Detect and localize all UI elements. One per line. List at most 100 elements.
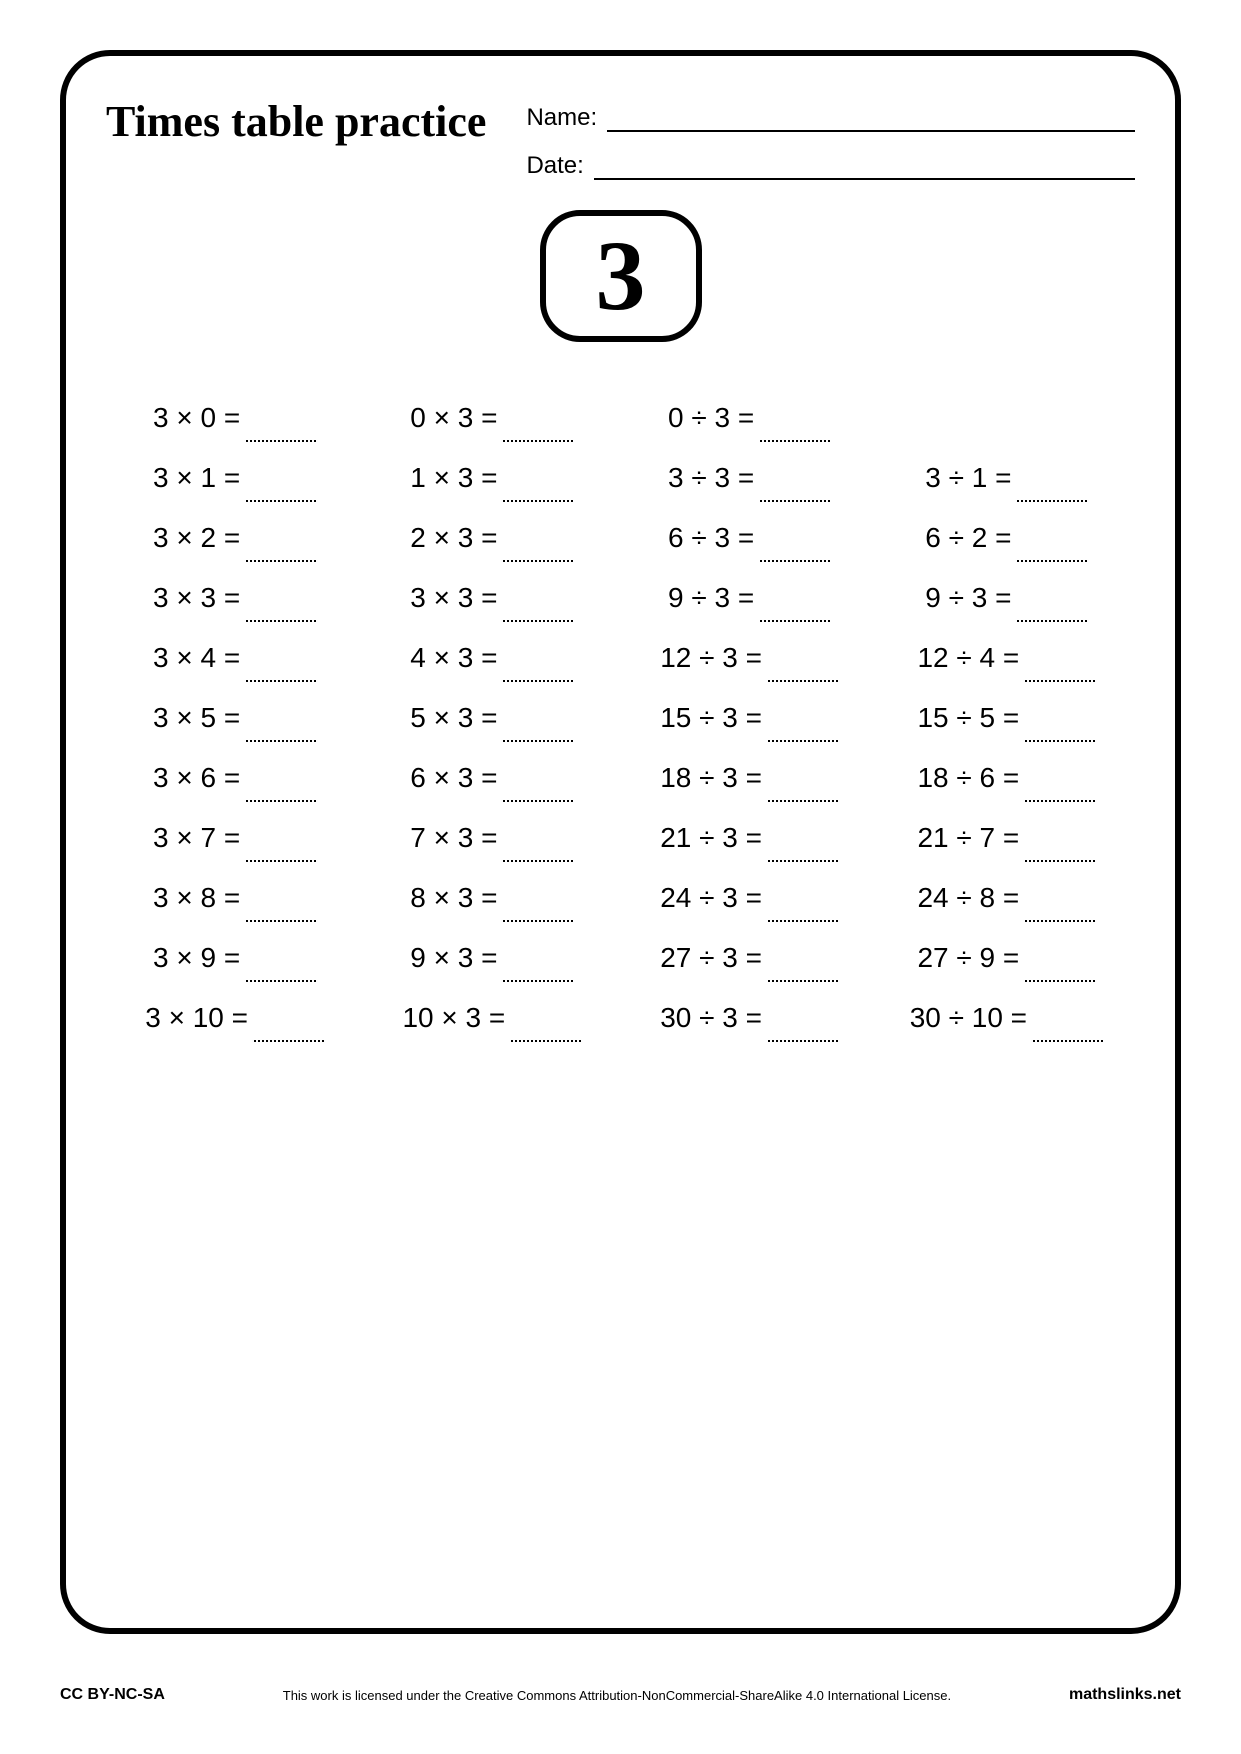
answer-blank[interactable] [768,858,838,862]
date-field[interactable] [594,156,1135,180]
answer-blank[interactable] [511,1038,581,1042]
answer-blank[interactable] [246,798,316,802]
answer-blank[interactable] [503,438,573,442]
answer-blank[interactable] [768,678,838,682]
site-link: mathslinks.net [1069,1686,1181,1704]
answer-blank[interactable] [246,978,316,982]
problems-grid: 3 × 0 =0 × 3 =0 ÷ 3 =3 × 1 =1 × 3 =3 ÷ 3… [106,402,1135,1034]
answer-blank[interactable] [503,498,573,502]
problem-expression: 3 × 1 = [153,462,246,494]
answer-blank[interactable] [1033,1038,1103,1042]
problem-cell: 3 ÷ 1 = [888,462,1125,494]
answer-blank[interactable] [503,798,573,802]
problem-expression: 12 ÷ 4 = [917,642,1025,674]
answer-blank[interactable] [1025,678,1095,682]
answer-blank[interactable] [503,558,573,562]
answer-blank[interactable] [760,498,830,502]
problem-cell: 3 ÷ 3 = [631,462,868,494]
problem-expression: 27 ÷ 9 = [917,942,1025,974]
problem-cell: 15 ÷ 3 = [631,702,868,734]
answer-blank[interactable] [246,438,316,442]
answer-blank[interactable] [768,738,838,742]
problem-cell: 6 ÷ 3 = [631,522,868,554]
problem-cell: 18 ÷ 6 = [888,762,1125,794]
problem-expression: 0 ÷ 3 = [668,402,760,434]
problem-cell: 0 × 3 = [373,402,610,434]
answer-blank[interactable] [246,918,316,922]
problem-expression: 3 × 0 = [153,402,246,434]
answer-blank[interactable] [1017,498,1087,502]
problem-cell: 30 ÷ 10 = [888,1002,1125,1034]
problem-cell: 3 × 3 = [373,582,610,614]
answer-blank[interactable] [503,678,573,682]
answer-blank[interactable] [768,978,838,982]
problem-expression: 3 × 8 = [153,882,246,914]
problem-cell: 3 × 9 = [116,942,353,974]
answer-blank[interactable] [246,558,316,562]
problem-expression: 3 × 7 = [153,822,246,854]
problem-expression: 15 ÷ 5 = [917,702,1025,734]
answer-blank[interactable] [254,1038,324,1042]
answer-blank[interactable] [246,678,316,682]
problem-expression: 9 ÷ 3 = [925,582,1017,614]
problem-expression: 24 ÷ 8 = [917,882,1025,914]
answer-blank[interactable] [503,918,573,922]
problem-cell: 7 × 3 = [373,822,610,854]
answer-blank[interactable] [760,438,830,442]
problem-expression: 30 ÷ 10 = [910,1002,1033,1034]
problem-cell: 21 ÷ 3 = [631,822,868,854]
focus-number-wrap: 3 [106,210,1135,342]
answer-blank[interactable] [503,858,573,862]
problem-expression: 8 × 3 = [410,882,503,914]
answer-blank[interactable] [1025,858,1095,862]
answer-blank[interactable] [503,618,573,622]
answer-blank[interactable] [1025,918,1095,922]
problem-expression: 21 ÷ 7 = [917,822,1025,854]
problem-cell: 3 × 3 = [116,582,353,614]
problem-expression: 3 × 4 = [153,642,246,674]
problem-cell: 4 × 3 = [373,642,610,674]
problem-expression: 18 ÷ 3 = [660,762,768,794]
answer-blank[interactable] [768,918,838,922]
problem-expression: 3 × 9 = [153,942,246,974]
problem-cell: 18 ÷ 3 = [631,762,868,794]
problem-expression: 21 ÷ 3 = [660,822,768,854]
name-field[interactable] [607,108,1135,132]
answer-blank[interactable] [768,1038,838,1042]
problem-cell: 10 × 3 = [373,1002,610,1034]
problem-expression: 3 × 5 = [153,702,246,734]
answer-blank[interactable] [503,738,573,742]
problem-cell: 9 ÷ 3 = [888,582,1125,614]
answer-blank[interactable] [760,558,830,562]
problem-cell: 21 ÷ 7 = [888,822,1125,854]
problem-cell: 3 × 2 = [116,522,353,554]
answer-blank[interactable] [760,618,830,622]
answer-blank[interactable] [768,798,838,802]
answer-blank[interactable] [1017,618,1087,622]
cc-label: CC BY-NC-SA [60,1686,165,1704]
problem-expression: 5 × 3 = [410,702,503,734]
answer-blank[interactable] [246,498,316,502]
problem-expression: 30 ÷ 3 = [660,1002,768,1034]
answer-blank[interactable] [246,858,316,862]
name-label: Name: [526,104,597,132]
problem-cell: 12 ÷ 4 = [888,642,1125,674]
problem-cell: 24 ÷ 3 = [631,882,868,914]
problem-cell: 9 × 3 = [373,942,610,974]
focus-number: 3 [540,210,702,342]
problem-cell: 27 ÷ 3 = [631,942,868,974]
answer-blank[interactable] [1025,798,1095,802]
header: Times table practice Name: Date: [106,96,1135,180]
problem-cell: 3 × 6 = [116,762,353,794]
answer-blank[interactable] [503,978,573,982]
answer-blank[interactable] [246,738,316,742]
answer-blank[interactable] [1025,738,1095,742]
answer-blank[interactable] [1025,978,1095,982]
problem-cell: 3 × 8 = [116,882,353,914]
answer-blank[interactable] [246,618,316,622]
problem-cell: 6 ÷ 2 = [888,522,1125,554]
answer-blank[interactable] [1017,558,1087,562]
problem-expression: 9 × 3 = [410,942,503,974]
problem-expression: 4 × 3 = [410,642,503,674]
problem-cell: 5 × 3 = [373,702,610,734]
